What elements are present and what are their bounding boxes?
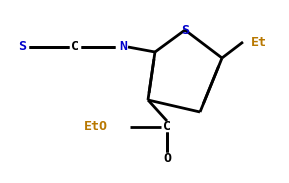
Text: S: S (18, 40, 26, 53)
Text: O: O (163, 152, 171, 165)
Text: C: C (163, 120, 171, 134)
Text: S: S (181, 23, 189, 36)
Text: C: C (71, 40, 79, 53)
Text: Et: Et (251, 36, 267, 48)
Text: EtO: EtO (84, 120, 108, 134)
Text: N: N (119, 40, 127, 53)
